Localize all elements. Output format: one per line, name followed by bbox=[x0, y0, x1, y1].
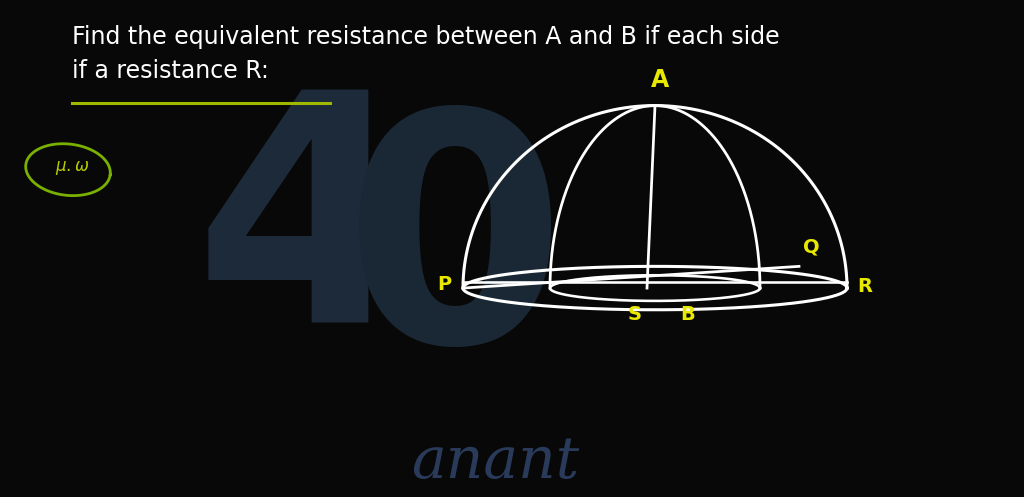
Text: B: B bbox=[681, 305, 695, 324]
Text: Find the equivalent resistance between A and B if each side
if a resistance R:: Find the equivalent resistance between A… bbox=[72, 25, 779, 83]
Text: 0: 0 bbox=[344, 99, 566, 408]
Text: 4: 4 bbox=[194, 80, 416, 388]
Text: A: A bbox=[651, 68, 669, 92]
Text: R: R bbox=[857, 277, 872, 296]
Text: Q: Q bbox=[803, 238, 819, 256]
Text: anant: anant bbox=[411, 434, 580, 491]
Text: P: P bbox=[437, 275, 451, 294]
Text: $\mu.\omega$: $\mu.\omega$ bbox=[54, 159, 89, 177]
Text: S: S bbox=[628, 305, 642, 324]
